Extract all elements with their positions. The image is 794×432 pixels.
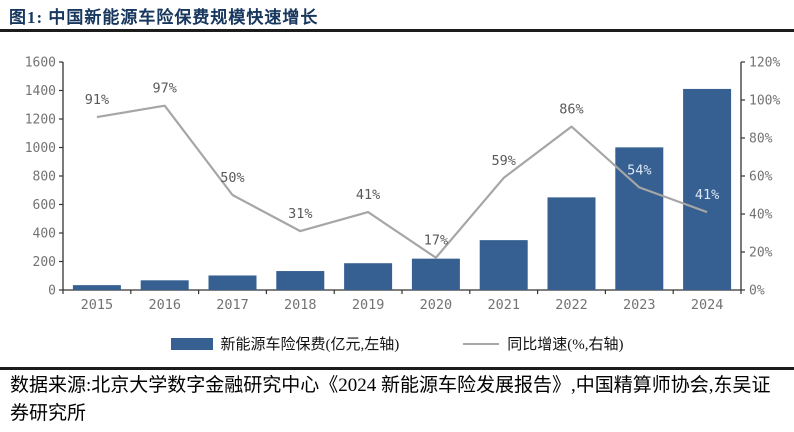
growth-point-label: 41% — [695, 187, 719, 203]
bar-2016 — [140, 280, 189, 290]
bar-series-swatch-icon — [170, 337, 213, 350]
legend-item-growth: 同比增速(%,右轴) — [463, 333, 624, 354]
left-axis-tick-label: 0 — [48, 284, 56, 299]
left-axis-tick-label: 800 — [33, 170, 56, 185]
right-axis-tick-label: 120% — [749, 56, 780, 71]
bottom-divider — [0, 367, 794, 370]
line-series-swatch-icon — [463, 342, 500, 345]
x-axis-category-label: 2023 — [623, 297, 656, 313]
right-axis-tick-label: 40% — [749, 208, 773, 223]
x-axis-category-label: 2016 — [148, 297, 181, 313]
x-axis-category-label: 2020 — [420, 297, 453, 313]
bar-2015 — [72, 285, 121, 290]
chart-legend: 新能源车险保费(亿元,左轴) 同比增速(%,右轴) — [0, 333, 794, 354]
right-axis-tick-label: 0% — [749, 284, 765, 299]
x-axis-category-label: 2018 — [284, 297, 317, 313]
legend-bar-label: 新能源车险保费(亿元,左轴) — [220, 337, 400, 353]
left-axis-tick-label: 1600 — [25, 56, 56, 71]
right-axis-tick-label: 20% — [749, 246, 773, 261]
bar-2023 — [615, 147, 664, 290]
left-axis-tick-label: 400 — [33, 227, 56, 242]
bar-2018 — [276, 271, 325, 290]
growth-point-label: 50% — [220, 170, 244, 186]
left-axis-tick-label: 1400 — [25, 84, 56, 99]
growth-point-label: 17% — [424, 233, 448, 249]
right-axis-tick-label: 60% — [749, 170, 773, 185]
bar-2022 — [547, 197, 596, 290]
growth-point-label: 54% — [627, 162, 651, 178]
chart-title: 图1: 中国新能源车险保费规模快速增长 — [9, 8, 319, 27]
legend-line-label: 同比增速(%,右轴) — [507, 337, 624, 353]
bar-2017 — [208, 275, 257, 290]
x-axis-category-label: 2021 — [487, 297, 520, 313]
top-divider — [0, 29, 794, 32]
growth-point-label: 97% — [153, 81, 177, 97]
growth-point-label: 91% — [85, 92, 109, 108]
growth-point-label: 59% — [492, 153, 516, 169]
left-axis-tick-label: 600 — [33, 198, 56, 213]
bar-2020 — [411, 258, 460, 290]
data-source-note: 数据来源:北京大学数字金融研究中心《2024 新能源车险发展报告》,中国精算师协… — [10, 375, 771, 424]
x-axis-category-label: 2019 — [352, 297, 385, 313]
growth-point-label: 86% — [559, 102, 583, 118]
left-axis-tick-label: 200 — [33, 255, 56, 270]
x-axis-category-label: 2017 — [216, 297, 249, 313]
legend-item-premium: 新能源车险保费(亿元,左轴) — [170, 333, 400, 354]
growth-point-label: 41% — [356, 187, 380, 203]
bar-2021 — [479, 240, 528, 290]
right-axis-tick-label: 100% — [749, 94, 780, 109]
left-axis-tick-label: 1200 — [25, 113, 56, 128]
x-axis-category-label: 2024 — [691, 297, 724, 313]
growth-line — [96, 104, 708, 259]
bar-2019 — [344, 263, 393, 290]
bar-2024 — [683, 88, 732, 291]
right-axis-tick-label: 80% — [749, 132, 773, 147]
chart-canvas: 0 200 400 600 800 1000 1200 1400 1600 0% 20% 40% 60%… — [25, 56, 781, 314]
x-axis-category-label: 2015 — [81, 297, 114, 313]
left-axis-tick-label: 1000 — [25, 141, 56, 156]
x-axis-category-label: 2022 — [555, 297, 588, 313]
growth-point-label: 31% — [288, 206, 312, 222]
